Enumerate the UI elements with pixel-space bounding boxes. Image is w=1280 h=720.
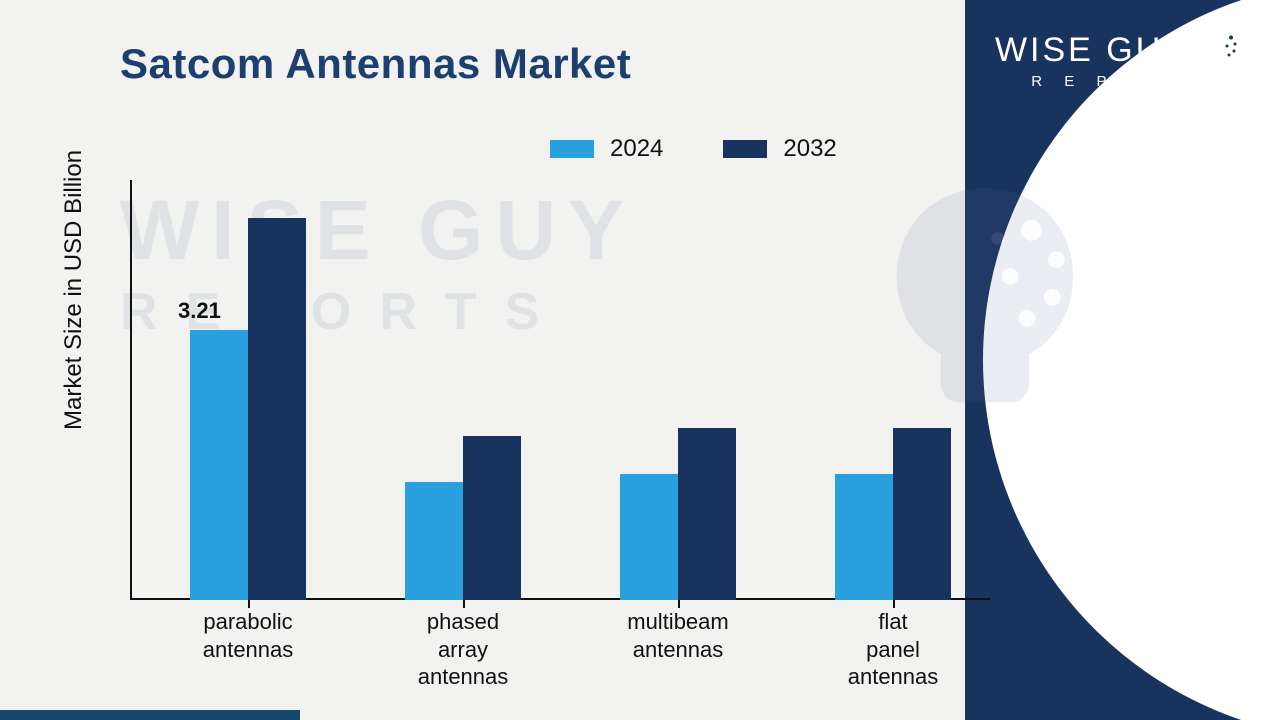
legend-swatch: [723, 140, 767, 158]
x-tick: [463, 600, 465, 608]
chart-area: Market Size in USD Billion 20242032 3.21…: [70, 135, 990, 675]
chart-title: Satcom Antennas Market: [120, 40, 631, 88]
bar: [678, 428, 736, 600]
bar: [463, 436, 521, 600]
x-tick: [893, 600, 895, 608]
bar: [248, 218, 306, 600]
legend-label: 2032: [783, 135, 836, 163]
brand-logo: WISE GUY R E P O R T S: [995, 25, 1245, 90]
bar-value-label: 3.21: [178, 298, 221, 324]
logo-main-row: WISE GUY: [995, 25, 1245, 75]
bar: [835, 474, 893, 600]
category-label: parabolicantennas: [178, 608, 318, 663]
category-label: flatpanelantennas: [823, 608, 963, 691]
y-axis-label: Market Size in USD Billion: [60, 150, 88, 430]
bar: [893, 428, 951, 600]
x-tick: [248, 600, 250, 608]
x-tick: [678, 600, 680, 608]
head-icon: [1195, 25, 1245, 75]
legend-item: 2032: [723, 135, 836, 163]
chart-canvas: Satcom Antennas Market WISE GUY R E P O …: [0, 0, 1280, 720]
category-label: phasedarrayantennas: [393, 608, 533, 691]
plot-area: 3.21parabolicantennasphasedarrayantennas…: [130, 180, 990, 600]
bottom-accent-bar: [0, 710, 300, 720]
legend-swatch: [550, 140, 594, 158]
logo-sub-text: R E P O R T S: [995, 73, 1245, 90]
bar: [405, 482, 463, 600]
bar: [190, 330, 248, 600]
legend: 2024 2032: [550, 135, 837, 163]
category-label: multibeamantennas: [608, 608, 748, 663]
legend-item: 2024: [550, 135, 663, 163]
y-axis: [130, 180, 132, 600]
bar: [620, 474, 678, 600]
legend-label: 2024: [610, 135, 663, 163]
logo-main-text: WISE GUY: [995, 31, 1189, 70]
